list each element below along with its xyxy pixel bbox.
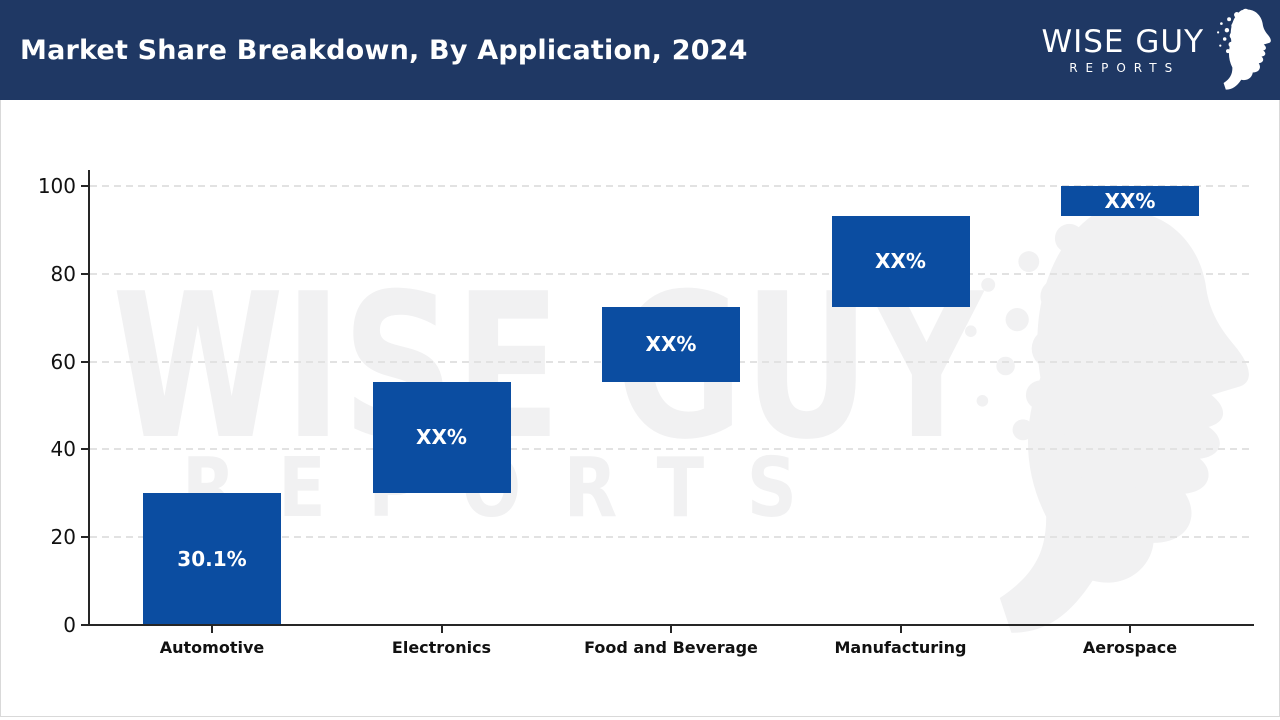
y-tick-20 (81, 536, 88, 539)
bar-value-label-automotive: 30.1% (177, 546, 247, 571)
bar-value-label-electronics: XX% (416, 425, 467, 450)
brand-wordmark: WISE GUY REPORTS (1041, 25, 1204, 75)
x-axis-line (88, 624, 1254, 626)
brand-face-icon (1217, 8, 1271, 90)
brand-subname: REPORTS (1069, 61, 1181, 75)
bar-value-label-manufacturing: XX% (875, 249, 926, 274)
bar-food-and-beverage: XX% (602, 306, 740, 382)
x-tick-label-aerospace: Aerospace (1082, 638, 1178, 657)
gridline-100 (90, 185, 1253, 187)
x-tick-automotive (211, 626, 213, 633)
x-tick-electronics (440, 626, 443, 633)
gridline-80 (90, 272, 1253, 275)
y-axis-line (88, 170, 90, 626)
x-tick-label-manufacturing: Manufacturing (834, 638, 967, 657)
bar-value-label-food-and-beverage: XX% (645, 332, 697, 357)
y-tick-label-20: 20 (50, 525, 76, 550)
x-tick-aerospace (1129, 626, 1131, 633)
x-tick-label-automotive: Automotive (159, 638, 265, 657)
header: Market Share Breakdown, By Application, … (0, 0, 1280, 100)
y-tick-80 (81, 272, 88, 275)
y-tick-40 (81, 448, 88, 451)
y-tick-label-60: 60 (50, 349, 76, 374)
bar-manufacturing: XX% (831, 215, 970, 307)
x-tick-food-and-beverage (670, 626, 672, 633)
x-tick-label-electronics: Electronics (391, 638, 492, 657)
chart-title: Market Share Breakdown, By Application, … (20, 34, 748, 66)
brand-name: WISE GUY (1041, 24, 1204, 60)
y-tick-label-0: 0 (63, 613, 76, 637)
bar-value-label-aerospace: XX% (1104, 188, 1156, 213)
bar-electronics: XX% (372, 381, 511, 493)
bar-aerospace: XX% (1061, 186, 1199, 216)
x-tick-manufacturing (899, 626, 902, 633)
y-tick-label-100: 100 (37, 174, 76, 198)
y-tick-0 (81, 624, 88, 626)
y-tick-label-40: 40 (50, 437, 76, 462)
bar-automotive: 30.1% (143, 492, 281, 625)
y-tick-100 (81, 185, 88, 187)
gridline-20 (90, 536, 1253, 539)
brand-logo: WISE GUY REPORTS (1041, 4, 1272, 96)
x-tick-label-food-and-beverage: Food and Beverage (584, 638, 758, 657)
y-tick-60 (81, 360, 88, 363)
y-tick-label-80: 80 (50, 261, 76, 286)
gridline-40 (90, 448, 1253, 451)
